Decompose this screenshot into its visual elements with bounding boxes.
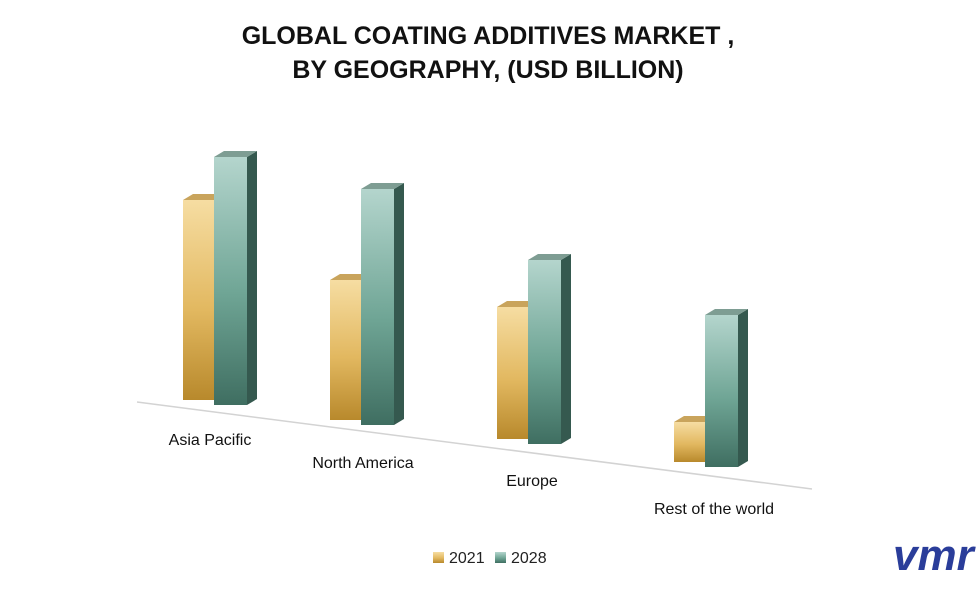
legend-swatch-2028	[495, 552, 506, 563]
bar-north-america-2028-top	[361, 183, 404, 189]
bar-north-america-2028-front	[361, 189, 394, 425]
category-label-europe: Europe	[506, 473, 558, 490]
legend-label-2021: 2021	[449, 550, 485, 567]
bar-north-america-2021-front	[330, 280, 363, 420]
vmr-logo-text: vmr	[893, 531, 977, 580]
bar-rest-of-the-world-2021-front	[674, 422, 707, 462]
category-label-asia-pacific: Asia Pacific	[169, 432, 252, 449]
bar-north-america-2028-side	[394, 183, 404, 425]
bar-north-america-2028	[361, 183, 404, 425]
legend-label-2028: 2028	[511, 550, 547, 567]
bar-rest-of-the-world-2028-front	[705, 315, 738, 467]
bar-europe-2028-side	[561, 254, 571, 444]
vmr-logo: vmr	[893, 531, 977, 580]
bar-rest-of-the-world-2028-side	[738, 309, 748, 467]
legend: 2021 2028	[433, 550, 547, 567]
category-label-north-america: North America	[312, 455, 413, 472]
legend-swatch-2021	[433, 552, 444, 563]
bar-europe-2028	[528, 254, 571, 444]
bar-asia-pacific-2021-front	[183, 200, 216, 400]
bar-asia-pacific-2028-top	[214, 151, 257, 157]
bar-rest-of-the-world-2028	[705, 309, 748, 467]
category-label-rest-of-the-world: Rest of the world	[654, 501, 774, 518]
bar-rest-of-the-world-2028-top	[705, 309, 748, 315]
bar-asia-pacific-2028-side	[247, 151, 257, 405]
bar-asia-pacific-2028-front	[214, 157, 247, 405]
bars-group	[183, 151, 748, 467]
floor-line	[136, 401, 813, 490]
chart-title-line-2: BY GEOGRAPHY, (USD BILLION)	[292, 56, 683, 84]
chart-title-line-1: GLOBAL COATING ADDITIVES MARKET ,	[242, 22, 735, 50]
bar-europe-2028-top	[528, 254, 571, 260]
bar-europe-2028-front	[528, 260, 561, 444]
bar-europe-2021-front	[497, 307, 530, 439]
bar-asia-pacific-2028	[214, 151, 257, 405]
